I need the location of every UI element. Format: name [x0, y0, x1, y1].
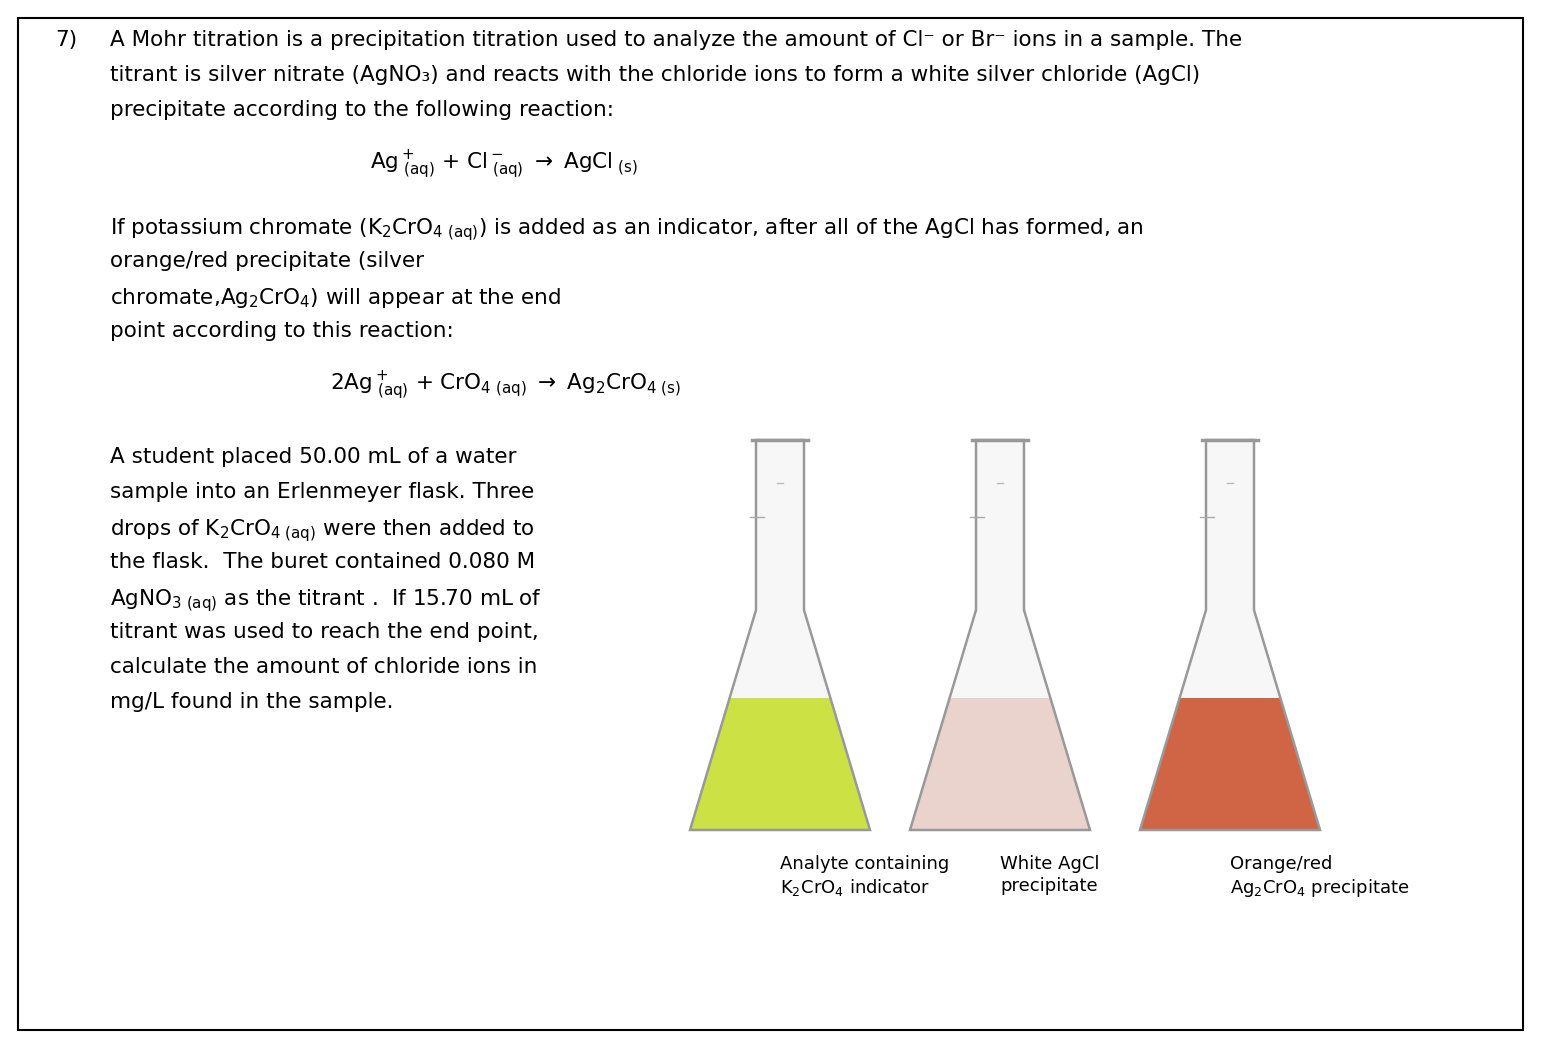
Polygon shape — [911, 698, 1089, 830]
Polygon shape — [690, 440, 871, 830]
Text: A student placed 50.00 mL of a water: A student placed 50.00 mL of a water — [109, 447, 516, 467]
Text: mg/L found in the sample.: mg/L found in the sample. — [109, 692, 393, 712]
Text: Ag$_2$CrO$_4$ precipitate: Ag$_2$CrO$_4$ precipitate — [1230, 877, 1410, 899]
Text: Ag$^+_{\ \mathrm{(aq)}}$ + Cl$^-_{\ \mathrm{(aq)}}$ $\rightarrow$ AgCl$_{\ \math: Ag$^+_{\ \mathrm{(aq)}}$ + Cl$^-_{\ \mat… — [370, 148, 638, 180]
Text: If potassium chromate (K$_2$CrO$_{4\ \mathrm{(aq)}}$) is added as an indicator, : If potassium chromate (K$_2$CrO$_{4\ \ma… — [109, 216, 1143, 243]
Text: drops of K$_2$CrO$_{4\ \mathrm{(aq)}}$ were then added to: drops of K$_2$CrO$_{4\ \mathrm{(aq)}}$ w… — [109, 517, 535, 544]
Text: precipitate according to the following reaction:: precipitate according to the following r… — [109, 100, 613, 121]
Text: titrant was used to reach the end point,: titrant was used to reach the end point, — [109, 623, 539, 642]
Text: calculate the amount of chloride ions in: calculate the amount of chloride ions in — [109, 657, 538, 677]
Text: 2Ag$^+_{\ \mathrm{(aq)}}$ + CrO$_{4\ \mathrm{(aq)}}$ $\rightarrow$ Ag$_2$CrO$_{4: 2Ag$^+_{\ \mathrm{(aq)}}$ + CrO$_{4\ \ma… — [330, 369, 681, 401]
Text: 7): 7) — [55, 30, 77, 50]
Polygon shape — [690, 698, 871, 830]
Polygon shape — [911, 440, 1089, 830]
Text: White AgCl: White AgCl — [1000, 855, 1099, 873]
Text: precipitate: precipitate — [1000, 877, 1097, 895]
Polygon shape — [1140, 440, 1321, 830]
Polygon shape — [1140, 698, 1321, 830]
Text: point according to this reaction:: point according to this reaction: — [109, 321, 453, 341]
Text: Analyte containing: Analyte containing — [780, 855, 949, 873]
Text: Orange/red: Orange/red — [1230, 855, 1333, 873]
Text: K$_2$CrO$_4$ indicator: K$_2$CrO$_4$ indicator — [780, 877, 931, 898]
Text: A Mohr titration is a precipitation titration used to analyze the amount of Cl⁻ : A Mohr titration is a precipitation titr… — [109, 30, 1242, 50]
Text: orange/red precipitate (silver: orange/red precipitate (silver — [109, 252, 424, 271]
Text: the flask.  The buret contained 0.080 M: the flask. The buret contained 0.080 M — [109, 552, 535, 572]
Text: chromate,Ag$_2$CrO$_4$) will appear at the end: chromate,Ag$_2$CrO$_4$) will appear at t… — [109, 286, 561, 310]
Text: sample into an Erlenmeyer flask. Three: sample into an Erlenmeyer flask. Three — [109, 482, 535, 502]
Text: titrant is silver nitrate (AgNO₃) and reacts with the chloride ions to form a wh: titrant is silver nitrate (AgNO₃) and re… — [109, 65, 1200, 85]
Text: AgNO$_{3\ \mathrm{(aq)}}$ as the titrant .  If 15.70 mL of: AgNO$_{3\ \mathrm{(aq)}}$ as the titrant… — [109, 587, 542, 614]
